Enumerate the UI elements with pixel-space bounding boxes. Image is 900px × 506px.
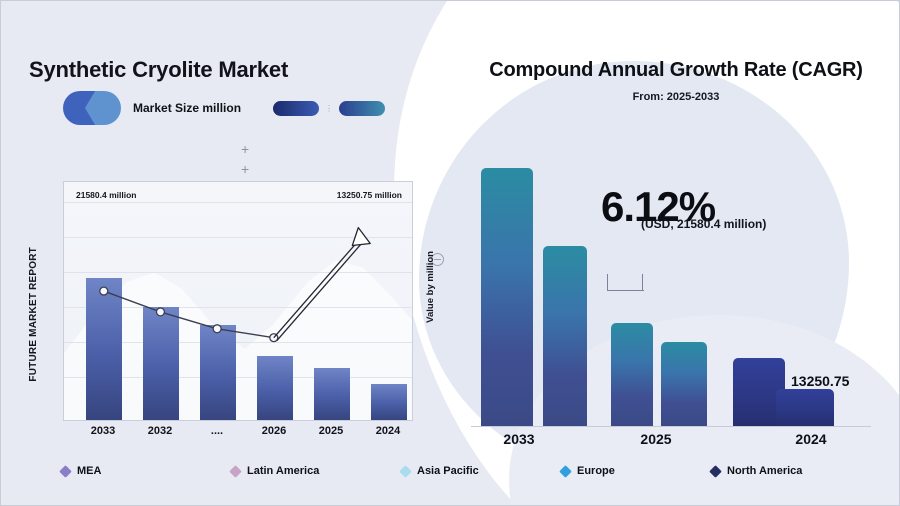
- minus-circle-icon: [431, 253, 444, 266]
- chart-legend: MEA Latin America Asia Pacific Europe No…: [59, 464, 851, 478]
- cagr-value: 6.12%: [601, 183, 716, 230]
- legend-dot-latin-america: [229, 464, 242, 478]
- brand-vertical-label: FUTURE MARKET REPORT: [28, 247, 39, 382]
- legend-item-latin-america[interactable]: Latin America: [229, 464, 401, 478]
- plus-icon-top: +: [241, 141, 250, 157]
- legend-dot-europe: [559, 464, 572, 478]
- rbar-2033-secondary: [543, 246, 587, 426]
- logo-label: Market Size million: [133, 101, 242, 115]
- legend-label-latin-america: Latin America: [247, 465, 320, 477]
- hexagon-logo-icon: [63, 91, 121, 125]
- value-axis-label: Value by million: [425, 251, 436, 323]
- x-label-2024: 2024: [375, 425, 401, 437]
- bracket-marker: [607, 274, 644, 291]
- legend-item-mea[interactable]: MEA: [59, 464, 231, 478]
- legend-label-north-america: North America: [727, 465, 803, 477]
- rbar-2025-secondary: [661, 342, 707, 426]
- legend-dot-mea: [59, 464, 72, 478]
- pill-badge-group: ⋮: [273, 101, 385, 116]
- pill-badge-teal: [339, 101, 385, 116]
- bar-2025: [314, 368, 350, 420]
- rbar-2024-secondary: [776, 389, 834, 426]
- legend-item-europe[interactable]: Europe: [559, 464, 711, 478]
- chart-note-left: 21580.4 million: [76, 190, 137, 200]
- page-title: Synthetic Cryolite Market: [29, 57, 289, 82]
- legend-item-asia-pacific[interactable]: Asia Pacific: [399, 464, 561, 478]
- left-chart-x-axis: 2033 2032 .... 2026 2025 2024: [63, 425, 413, 443]
- left-market-size-chart: 21580.4 million 13250.75 million: [63, 181, 413, 421]
- legend-dot-asia-pacific: [399, 464, 412, 478]
- chart-note-right: 13250.75 million: [336, 190, 402, 200]
- rx-label-2025: 2025: [640, 431, 672, 447]
- right-cagr-chart: [471, 151, 871, 426]
- bar-2033: [86, 278, 122, 420]
- legend-item-north-america[interactable]: North America: [709, 464, 803, 478]
- plus-icon-bottom: +: [241, 161, 250, 177]
- bar-2032: [143, 307, 179, 420]
- brand-logo-row: Market Size million: [63, 91, 241, 125]
- rx-label-2033: 2033: [503, 431, 535, 447]
- rx-label-2024: 2024: [795, 431, 827, 447]
- rbar-2025-primary: [611, 323, 653, 426]
- rbar-2033-primary: [481, 168, 533, 426]
- bar-dots: [200, 325, 236, 420]
- x-label-2025: 2025: [318, 425, 344, 437]
- right-chart-x-axis: 2033 2025 2024: [471, 431, 871, 451]
- bar-2026: [257, 356, 293, 420]
- legend-dot-north-america: [709, 464, 722, 478]
- cagr-subtitle: From: 2025-2033: [632, 91, 720, 103]
- legend-label-europe: Europe: [577, 465, 615, 477]
- value-axis-wrap: Value by million: [425, 251, 436, 323]
- x-label-dots: ....: [210, 425, 224, 437]
- x-label-2026: 2026: [261, 425, 287, 437]
- rchart-data-label: 13250.75: [791, 373, 850, 389]
- legend-label-mea: MEA: [77, 465, 102, 477]
- pill-separator-icon: ⋮: [325, 103, 333, 113]
- trend-line-overlay: [99, 226, 371, 343]
- legend-label-asia-pacific: Asia Pacific: [417, 465, 479, 477]
- x-label-2033: 2033: [90, 425, 116, 437]
- pill-badge-dark: [273, 101, 319, 116]
- cagr-title: Compound Annual Growth Rate (CAGR): [489, 59, 863, 81]
- right-chart-baseline: [471, 426, 871, 427]
- cagr-usd-note: (USD, 21580.4 million): [641, 217, 767, 231]
- bar-2024: [371, 384, 407, 420]
- x-label-2032: 2032: [147, 425, 173, 437]
